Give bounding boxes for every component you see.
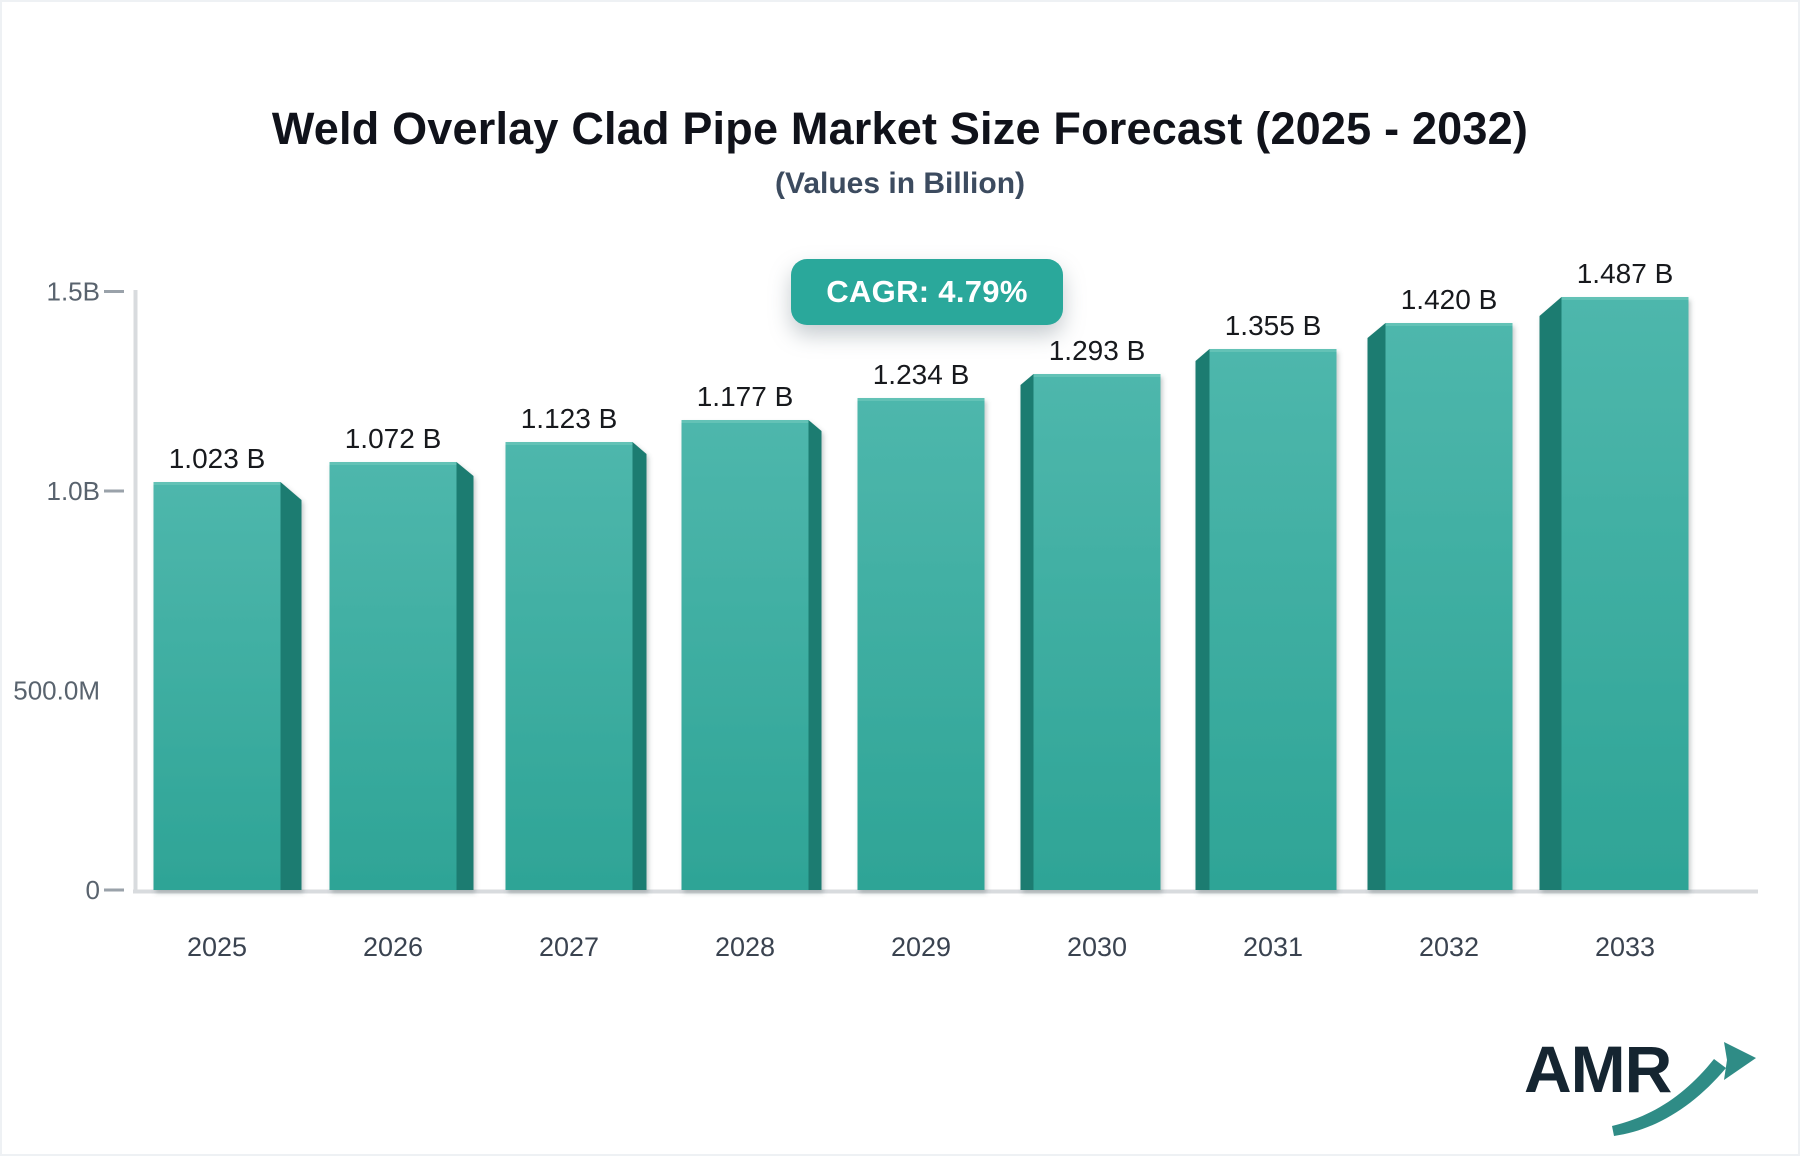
bar-side-face — [808, 420, 822, 890]
bar-side-face — [1020, 374, 1034, 890]
bar-2031[interactable] — [1195, 349, 1337, 890]
bar-value-label: 1.234 B — [873, 359, 970, 390]
bar-front-face — [1385, 323, 1513, 890]
growth-arrow-icon — [1612, 1042, 1756, 1136]
bar-front-face — [1561, 297, 1689, 890]
bar-front-face — [1033, 374, 1161, 890]
x-axis-label: 2031 — [1243, 932, 1303, 962]
bar-value-label: 1.293 B — [1049, 335, 1146, 366]
page-title: Weld Overlay Clad Pipe Market Size Forec… — [271, 103, 1529, 154]
bar-front-face — [681, 420, 809, 890]
x-axis-label: 2026 — [363, 932, 423, 962]
bar-value-label: 1.072 B — [345, 423, 442, 454]
cagr-badge: CAGR: 4.79% — [791, 259, 1063, 325]
bar-side-face — [1539, 297, 1562, 890]
bar-2026[interactable] — [329, 462, 474, 890]
bar-front-face — [1209, 349, 1337, 890]
y-axis-tick-label: 1.5B — [47, 277, 101, 307]
bar-value-label: 1.023 B — [169, 443, 266, 474]
bar-side-face — [632, 442, 647, 890]
x-axis-label: 2027 — [539, 932, 599, 962]
bar-front-face — [153, 482, 281, 890]
amr-logo: AMR — [1524, 1024, 1784, 1136]
bar-value-label: 1.123 B — [521, 403, 618, 434]
bar-value-label: 1.420 B — [1401, 284, 1498, 315]
bar-side-face — [1195, 349, 1210, 890]
bar-side-face — [280, 482, 302, 890]
bar-front-face — [505, 442, 633, 890]
bar-2028[interactable] — [681, 420, 822, 890]
x-axis-label: 2029 — [891, 932, 951, 962]
y-axis-tick-label: 1.0B — [47, 476, 101, 506]
y-axis-tick-label: 0 — [86, 875, 100, 905]
y-axis-tick-label: 500.0M — [13, 676, 100, 706]
x-axis-label: 2033 — [1595, 932, 1655, 962]
logo-text: AMR — [1524, 1032, 1672, 1106]
bar-2030[interactable] — [1020, 374, 1161, 890]
bar-front-face — [329, 462, 457, 890]
bar-side-face — [1367, 323, 1386, 890]
bar-2029[interactable] — [857, 398, 985, 890]
x-axis-label: 2032 — [1419, 932, 1479, 962]
bar-side-face — [456, 462, 474, 890]
bar-2033[interactable] — [1539, 297, 1689, 890]
bar-value-label: 1.487 B — [1577, 258, 1674, 289]
bar-2027[interactable] — [505, 442, 647, 890]
bar-value-label: 1.177 B — [697, 381, 794, 412]
bar-2025[interactable] — [153, 482, 302, 890]
page-subtitle: (Values in Billion) — [774, 167, 1026, 200]
bar-front-face — [857, 398, 985, 890]
bar-2032[interactable] — [1367, 323, 1513, 890]
bar-value-label: 1.355 B — [1225, 310, 1322, 341]
x-axis-label: 2030 — [1067, 932, 1127, 962]
x-axis-label: 2025 — [187, 932, 247, 962]
x-axis-label: 2028 — [715, 932, 775, 962]
